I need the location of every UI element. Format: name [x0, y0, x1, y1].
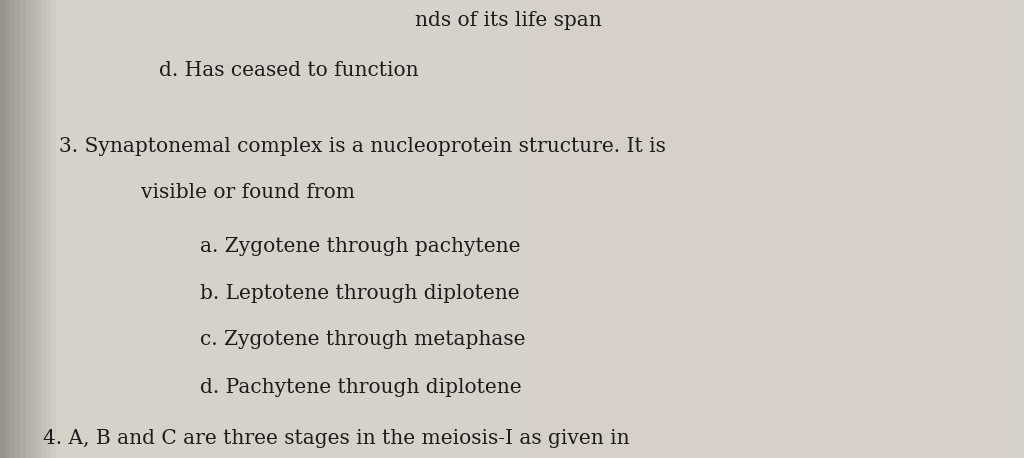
Text: d. Has ceased to function: d. Has ceased to function: [159, 61, 419, 81]
Text: 3. Synaptonemal complex is a nucleoprotein structure. It is: 3. Synaptonemal complex is a nucleoprote…: [59, 137, 667, 156]
Text: c. Zygotene through metaphase: c. Zygotene through metaphase: [200, 330, 525, 349]
Text: 4. A, B and C are three stages in the meiosis-I as given in: 4. A, B and C are three stages in the me…: [43, 429, 630, 448]
Text: visible or found from: visible or found from: [141, 183, 355, 202]
Text: nds of its life span: nds of its life span: [415, 11, 601, 30]
Text: d. Pachytene through diplotene: d. Pachytene through diplotene: [200, 377, 521, 397]
Text: a. Zygotene through pachytene: a. Zygotene through pachytene: [200, 237, 520, 256]
Text: b. Leptotene through diplotene: b. Leptotene through diplotene: [200, 284, 519, 303]
